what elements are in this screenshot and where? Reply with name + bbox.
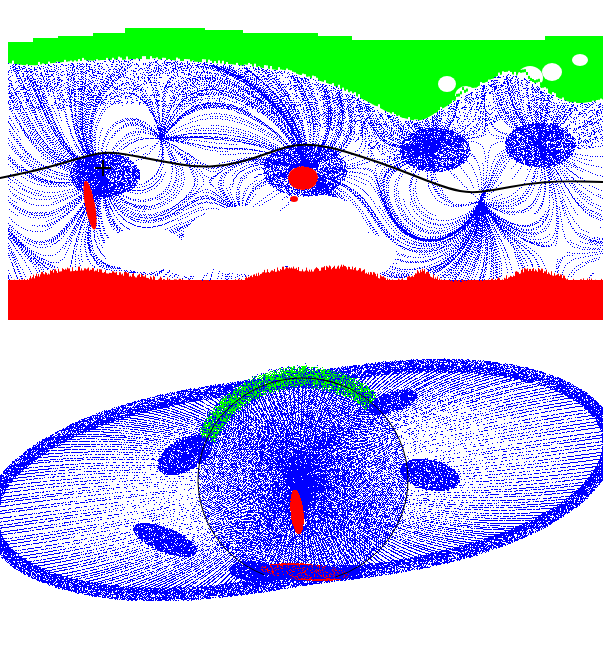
synoptic-map-panel	[0, 0, 603, 340]
oblique-sphere-projection-panel	[0, 340, 603, 645]
synoptic-map-canvas	[0, 0, 603, 340]
oblique-sphere-projection-canvas	[0, 340, 603, 645]
